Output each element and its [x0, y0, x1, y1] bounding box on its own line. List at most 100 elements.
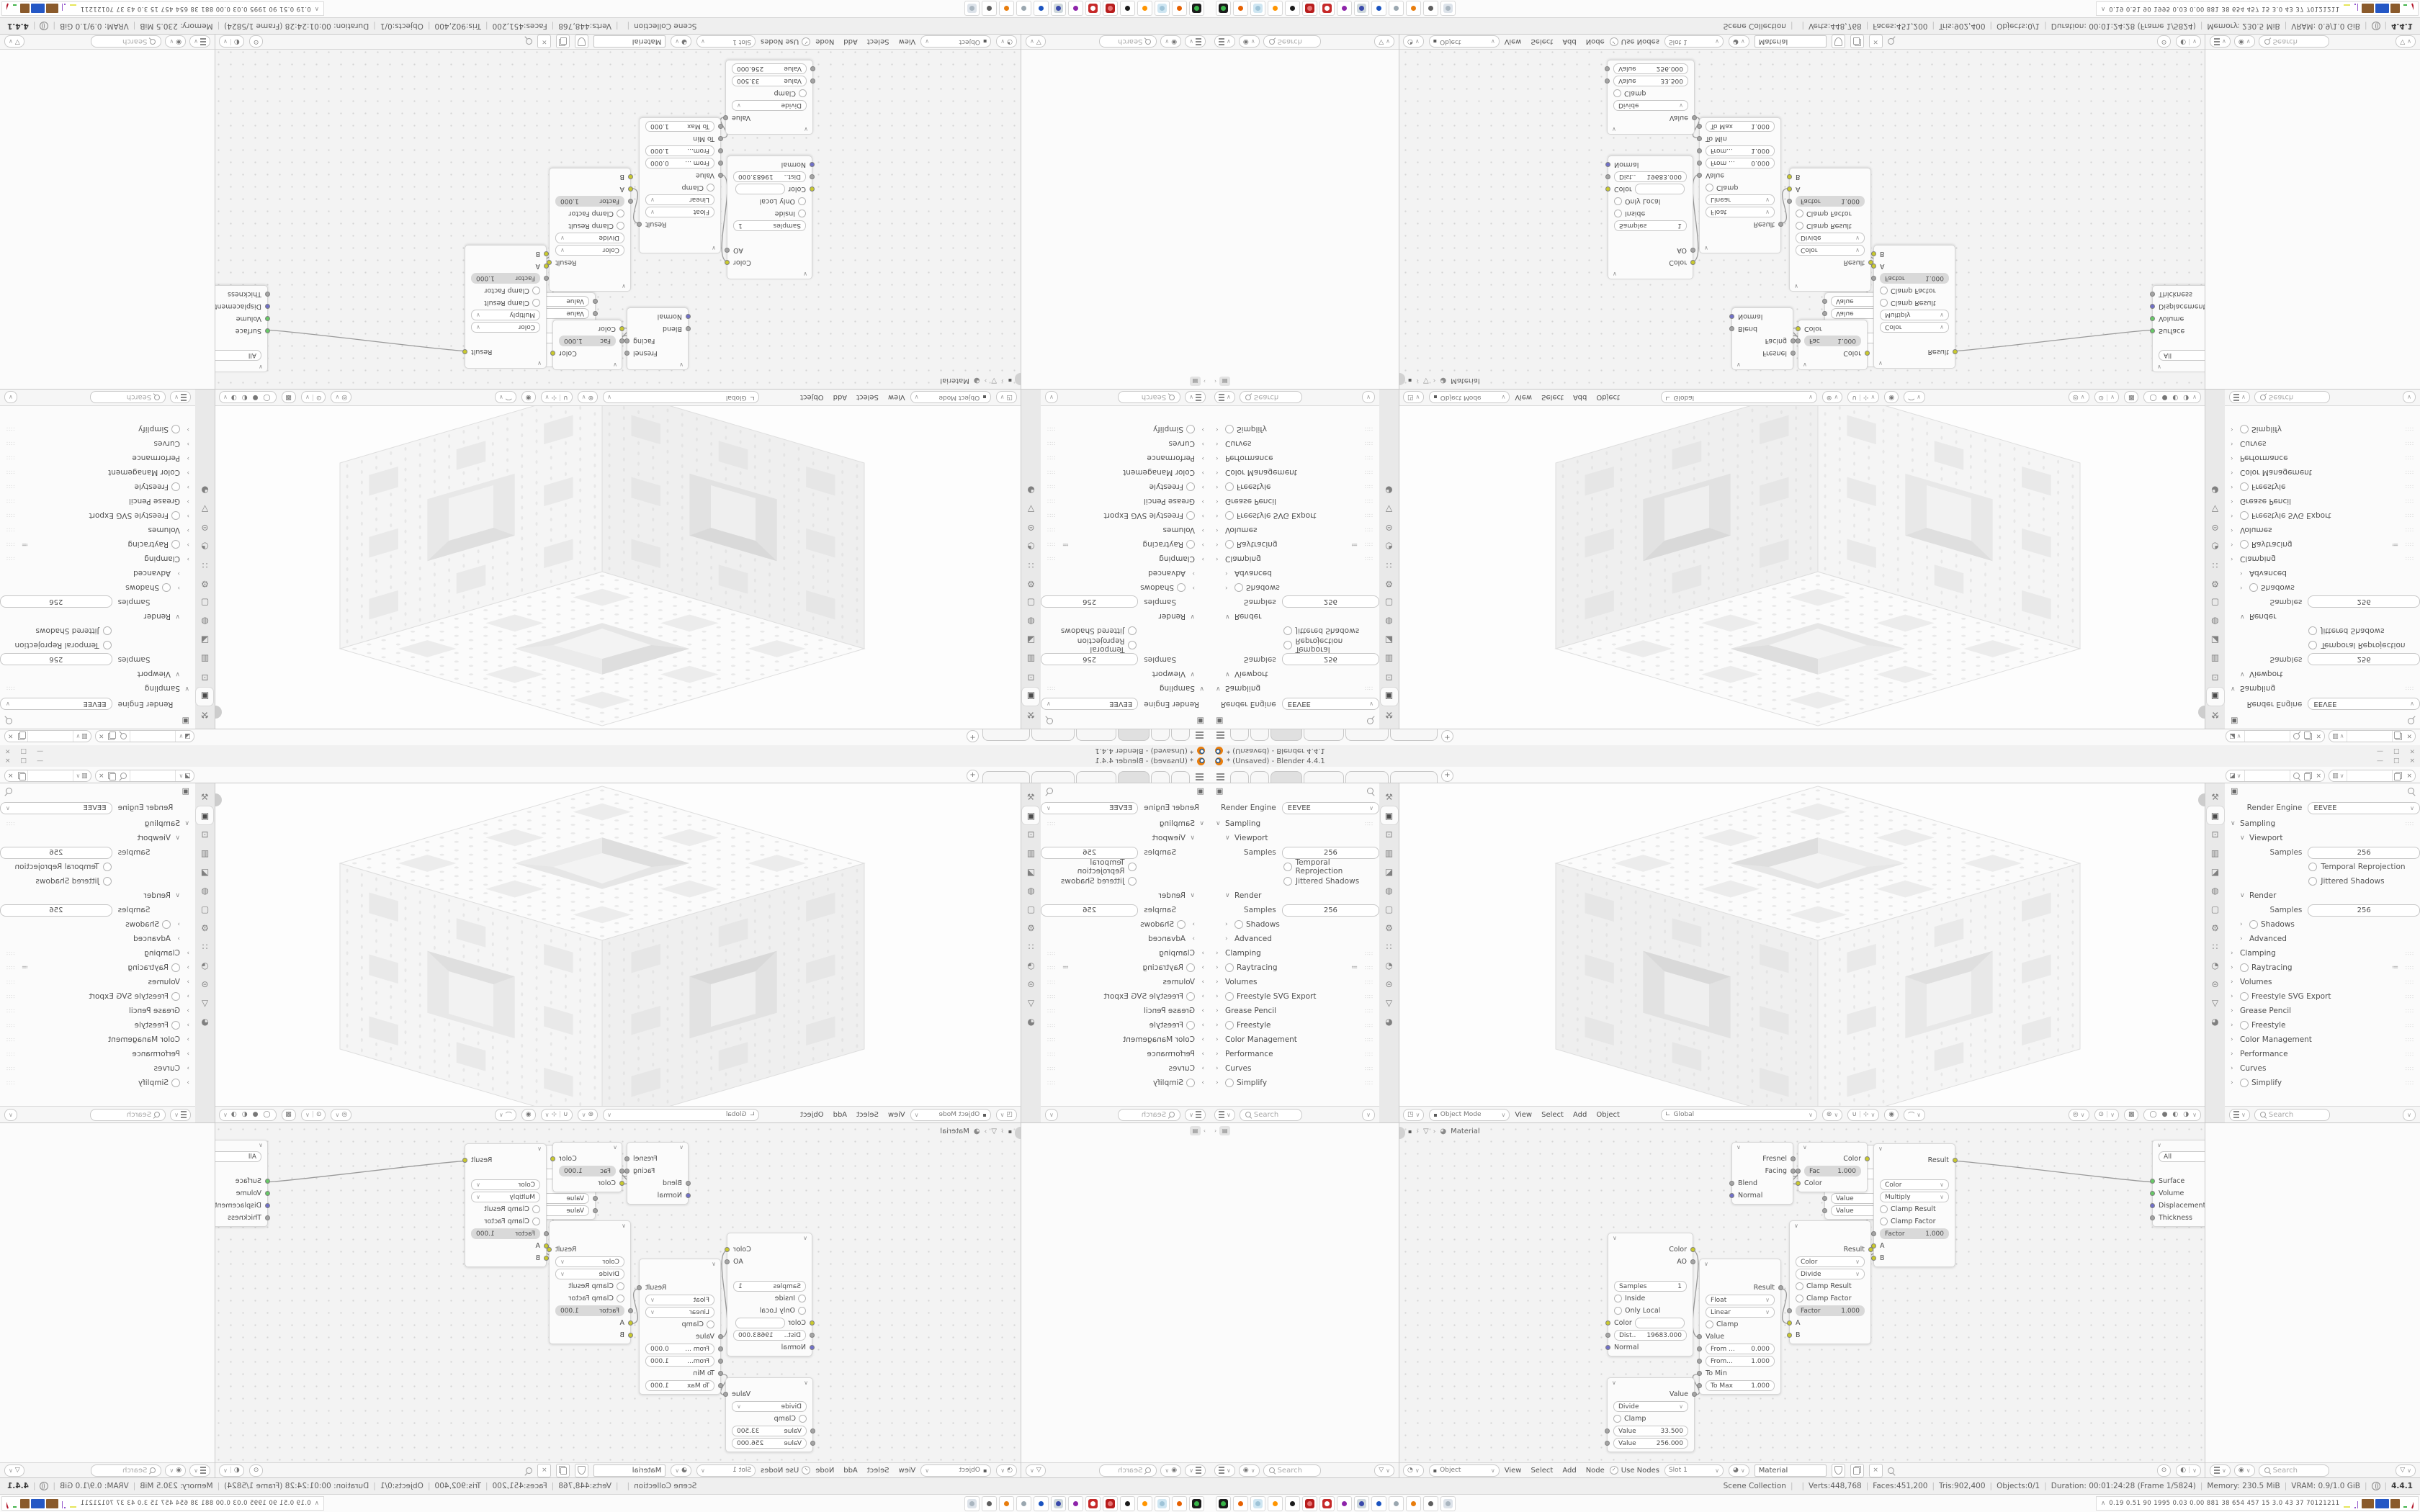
checkbox-temporal-reprojection[interactable]: Temporal Reprojection [2308, 863, 2406, 871]
section-performance[interactable]: › Performance ∷∷ [1047, 1050, 1204, 1058]
taskbar-icon-system-monitor[interactable] [1354, 1495, 1369, 1511]
taskbar-icon-utilities-wrench[interactable] [1016, 1, 1031, 17]
copy-icon[interactable] [2394, 732, 2401, 739]
overlay-dropdown[interactable]: ◐ | ∨ [2176, 1464, 2201, 1477]
node-value-field[interactable]: Factor 1.000 [555, 196, 624, 207]
workspace-tab-2[interactable] [1250, 729, 1269, 741]
input-socket-blend[interactable] [1729, 326, 1734, 331]
taskbar-icon-blender[interactable] [999, 1495, 1014, 1511]
viewport-menu-view[interactable]: View [887, 1110, 905, 1119]
section-clamping[interactable]: › Clamping ∷∷ [1047, 949, 1204, 958]
input-socket-thickness[interactable] [265, 1215, 270, 1220]
section-clamping[interactable]: › Clamping ∷∷ [1216, 949, 1373, 958]
shading-mode-1[interactable]: ● [2161, 394, 2168, 401]
value-field-samples[interactable]: 256 [1041, 904, 1139, 917]
node-value-field[interactable]: To Max 1.000 [645, 121, 714, 132]
node-dropdown[interactable]: Color ∨ [471, 322, 540, 333]
section-checkbox[interactable] [171, 482, 180, 491]
viewport-menu-select[interactable]: Select [1541, 393, 1564, 402]
display-mode-dropdown[interactable]: ∨ [2210, 1464, 2231, 1477]
copy-icon[interactable] [109, 773, 117, 780]
value-field-samples[interactable]: 256 [1041, 653, 1139, 666]
material-name-field[interactable]: Material [1754, 1464, 1827, 1477]
minimize-button[interactable]: — [2376, 747, 2383, 755]
input-socket-v2[interactable] [810, 66, 815, 71]
node-value-field[interactable]: Fac 1.000 [559, 336, 616, 346]
viewport-menu-view[interactable]: View [1515, 1110, 1533, 1119]
editor-type-dropdown[interactable]: ∨ [170, 391, 191, 404]
tab-output[interactable]: ⊡ [201, 829, 209, 840]
section-curves[interactable]: › Curves ∷∷ [6, 439, 189, 448]
tab-render[interactable]: ▣ [196, 688, 214, 706]
new-material-button[interactable] [1850, 1463, 1864, 1477]
close-button[interactable]: × [5, 747, 11, 755]
outliner-search-input[interactable]: Search [2258, 35, 2329, 48]
section-color-management[interactable]: › Color Management ∷∷ [1047, 1035, 1204, 1044]
tab-view-layer[interactable]: ▥ [1026, 654, 1036, 665]
node-dropdown[interactable]: Color ∨ [555, 1256, 624, 1267]
maximize-button[interactable]: □ [2393, 757, 2400, 765]
node-dropdown[interactable]: All∨ [215, 1151, 261, 1162]
shading-mode-3[interactable]: ◑ [230, 1111, 237, 1118]
node-collapse-chevron[interactable]: ∨ [622, 283, 626, 289]
node-ambient-occlusion[interactable]: ∨ Color AO Samples 1 Inside Only Local Color Dis… [725, 156, 815, 279]
view-layer-selector[interactable]: ▥ ∨ × [2329, 730, 2416, 742]
shader-menu-view[interactable]: View [1504, 37, 1522, 46]
input-socket-a[interactable] [628, 186, 633, 192]
input-socket-color_in[interactable] [810, 1320, 815, 1326]
tab-scene[interactable]: ◪ [1026, 866, 1036, 877]
unlink-material-button[interactable]: × [1868, 1463, 1883, 1477]
tab-tool[interactable]: ⚒ [1385, 791, 1393, 802]
editor-type-dropdown[interactable]: ∨ [1214, 391, 1235, 404]
material-name-field[interactable]: Material [593, 35, 666, 48]
section-shadows[interactable]: › Shadows [125, 583, 180, 592]
node-checkbox[interactable] [1614, 1307, 1622, 1315]
tab-scene[interactable]: ◪ [1384, 866, 1394, 877]
input-socket-color_in[interactable] [1796, 1181, 1801, 1186]
node-collapse-chevron[interactable]: ∨ [804, 1380, 808, 1386]
add-workspace-button[interactable]: + [967, 730, 979, 742]
node-checkbox[interactable] [798, 197, 806, 205]
workspace-tab-6[interactable] [1390, 771, 1438, 783]
unlink-material-button[interactable]: × [1868, 35, 1883, 49]
input-socket-b[interactable] [544, 251, 549, 256]
node-checkbox[interactable] [1706, 1320, 1713, 1328]
tab-view-layer[interactable]: ▥ [200, 847, 210, 858]
node-layer-weight[interactable]: ∨ Fresnel Facing Blend Normal [1729, 1142, 1796, 1205]
value-field-samples[interactable]: 256 [0, 846, 112, 859]
workspace-tab-3[interactable] [1270, 729, 1302, 741]
section-checkbox[interactable] [2240, 1079, 2249, 1087]
viewport-menu-view[interactable]: View [1515, 393, 1533, 402]
section-checkbox[interactable] [171, 540, 180, 549]
snap-dropdown[interactable]: ∪ | ⊹ ∨ [540, 1108, 573, 1121]
section-freestyle-svg-export[interactable]: › Freestyle SVG Export ∷∷ [1216, 992, 1373, 1001]
taskbar-icon-text-editor[interactable] [1155, 1, 1170, 17]
input-socket-v2[interactable] [1605, 66, 1610, 71]
value-field-samples[interactable]: 256 [1041, 846, 1139, 859]
filter-dropdown[interactable]: ◉ ∨ [2233, 1464, 2255, 1477]
node-value-field[interactable]: From... 1.000 [645, 145, 714, 156]
input-socket-v2[interactable] [810, 1441, 815, 1446]
outliner-item[interactable]: › ▤ [1210, 1123, 1399, 1135]
fake-user-button[interactable] [575, 35, 589, 49]
node-checkbox[interactable] [1880, 1205, 1888, 1213]
section-advanced[interactable]: › Advanced [1148, 569, 1195, 577]
section-checkbox[interactable] [1186, 963, 1195, 972]
output-socket-result[interactable] [547, 260, 552, 265]
node-dropdown[interactable]: All∨ [2159, 350, 2205, 361]
input-socket-fac[interactable] [619, 338, 624, 343]
node-checkbox[interactable] [1614, 197, 1622, 205]
input-socket-b[interactable] [1871, 251, 1876, 256]
editor-type-dropdown[interactable]: ∨ [1185, 1108, 1206, 1121]
section-checkbox[interactable] [1186, 992, 1195, 1001]
viewport-menu-add[interactable]: Add [1572, 1110, 1587, 1119]
section-freestyle[interactable]: › Freestyle ∷∷ [2231, 1021, 2414, 1030]
input-socket-thickness[interactable] [2150, 1215, 2155, 1220]
tab-object-data[interactable]: ▽ [2211, 997, 2219, 1008]
section-advanced[interactable]: › Advanced [133, 569, 180, 577]
input-socket-b[interactable] [628, 174, 633, 179]
output-socket-result[interactable] [1953, 1158, 1958, 1163]
node-map-range[interactable]: ∨ Result Float ∨ Linear ∨ Clamp Value From ... 0.… [1697, 117, 1783, 253]
